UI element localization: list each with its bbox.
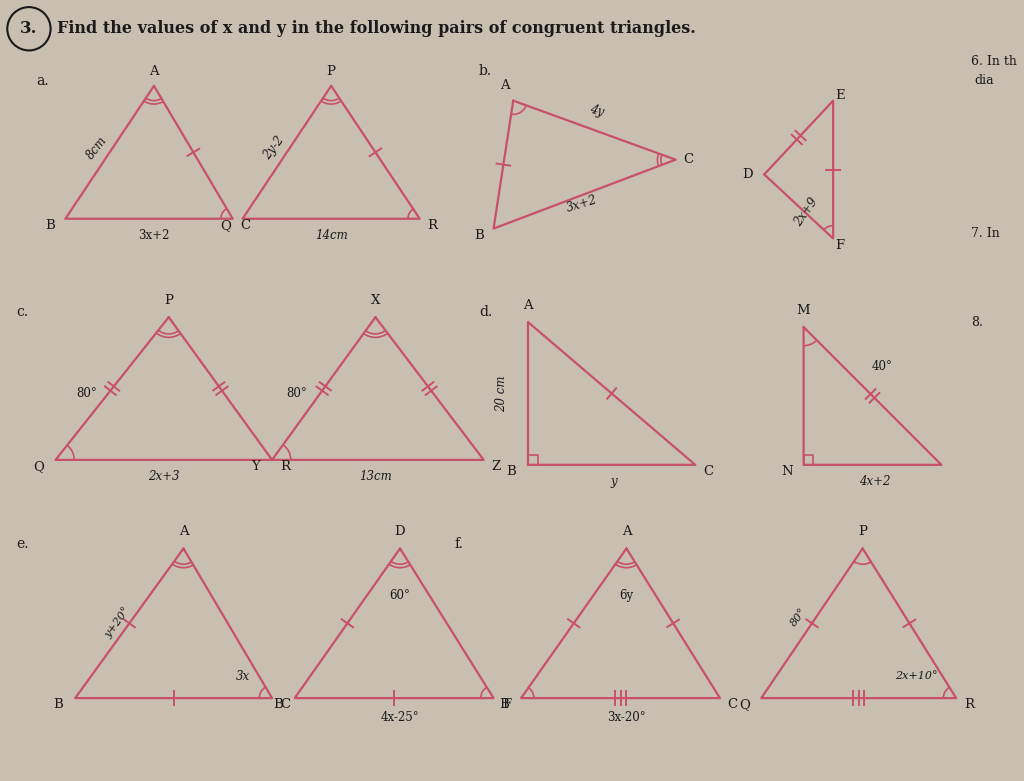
Text: 4x+2: 4x+2: [859, 475, 890, 488]
Text: P: P: [327, 65, 336, 77]
Text: M: M: [797, 304, 810, 317]
Text: dia: dia: [974, 74, 993, 87]
Text: 2x+10°: 2x+10°: [896, 672, 938, 682]
Text: 80°: 80°: [287, 387, 307, 401]
Text: A: A: [501, 80, 510, 92]
Text: 3x: 3x: [236, 670, 250, 683]
Text: 8cm: 8cm: [84, 134, 110, 162]
Text: F: F: [836, 239, 845, 251]
Text: d.: d.: [479, 305, 492, 319]
Text: B: B: [273, 698, 283, 711]
Text: C: C: [683, 153, 693, 166]
Text: P: P: [858, 526, 867, 538]
Text: B: B: [507, 465, 516, 478]
Text: 6. In th: 6. In th: [971, 55, 1017, 68]
Text: C: C: [728, 698, 738, 711]
Text: e.: e.: [16, 537, 29, 551]
Text: 3.: 3.: [20, 20, 38, 37]
Text: 3x+2: 3x+2: [565, 193, 599, 215]
Text: P: P: [164, 294, 173, 307]
Text: D: D: [742, 168, 753, 181]
Text: C: C: [280, 698, 290, 711]
Text: R: R: [964, 698, 974, 711]
Text: E: E: [836, 89, 845, 102]
Text: R: R: [427, 219, 437, 232]
Text: Q: Q: [220, 219, 231, 232]
Text: y: y: [610, 475, 616, 488]
Text: R: R: [280, 460, 290, 473]
Text: Y: Y: [251, 460, 260, 473]
Text: 6y: 6y: [620, 589, 634, 602]
Text: 7. In: 7. In: [971, 227, 999, 240]
Text: 80°: 80°: [77, 387, 97, 401]
Text: 2x+9: 2x+9: [793, 195, 821, 229]
Text: 3x-20°: 3x-20°: [607, 711, 646, 724]
Text: 80°: 80°: [788, 607, 809, 628]
Text: a.: a.: [36, 74, 48, 88]
Text: Find the values of x and y in the following pairs of congruent triangles.: Find the values of x and y in the follow…: [57, 20, 696, 37]
Text: c.: c.: [16, 305, 29, 319]
Text: Z: Z: [492, 460, 501, 473]
Text: Q: Q: [34, 460, 44, 473]
Text: 40°: 40°: [871, 360, 893, 373]
Text: B: B: [46, 219, 55, 232]
Text: D: D: [394, 526, 406, 538]
Text: F: F: [502, 698, 511, 711]
Text: C: C: [703, 465, 713, 478]
Text: B: B: [500, 698, 509, 711]
Text: A: A: [150, 65, 159, 77]
Text: 3x+2: 3x+2: [138, 229, 170, 242]
Text: 2y-2: 2y-2: [261, 134, 287, 162]
Text: A: A: [622, 526, 631, 538]
Text: B: B: [474, 229, 483, 242]
Text: C: C: [241, 219, 251, 232]
Text: 8.: 8.: [971, 316, 983, 329]
Text: Q: Q: [739, 698, 750, 711]
Text: N: N: [781, 465, 793, 478]
Text: 4x-25°: 4x-25°: [381, 711, 420, 724]
Text: 4y: 4y: [588, 102, 605, 119]
Text: X: X: [371, 294, 380, 307]
Text: 13cm: 13cm: [359, 470, 392, 483]
Text: A: A: [178, 526, 188, 538]
Text: 60°: 60°: [389, 589, 411, 602]
Text: B: B: [53, 698, 63, 711]
Text: 2x+3: 2x+3: [148, 470, 179, 483]
Text: 20 cm: 20 cm: [495, 376, 508, 412]
Text: y+20°: y+20°: [102, 604, 132, 640]
Text: 14cm: 14cm: [314, 229, 347, 242]
Text: f.: f.: [455, 537, 463, 551]
Text: A: A: [523, 299, 532, 312]
Text: b.: b.: [479, 64, 492, 78]
